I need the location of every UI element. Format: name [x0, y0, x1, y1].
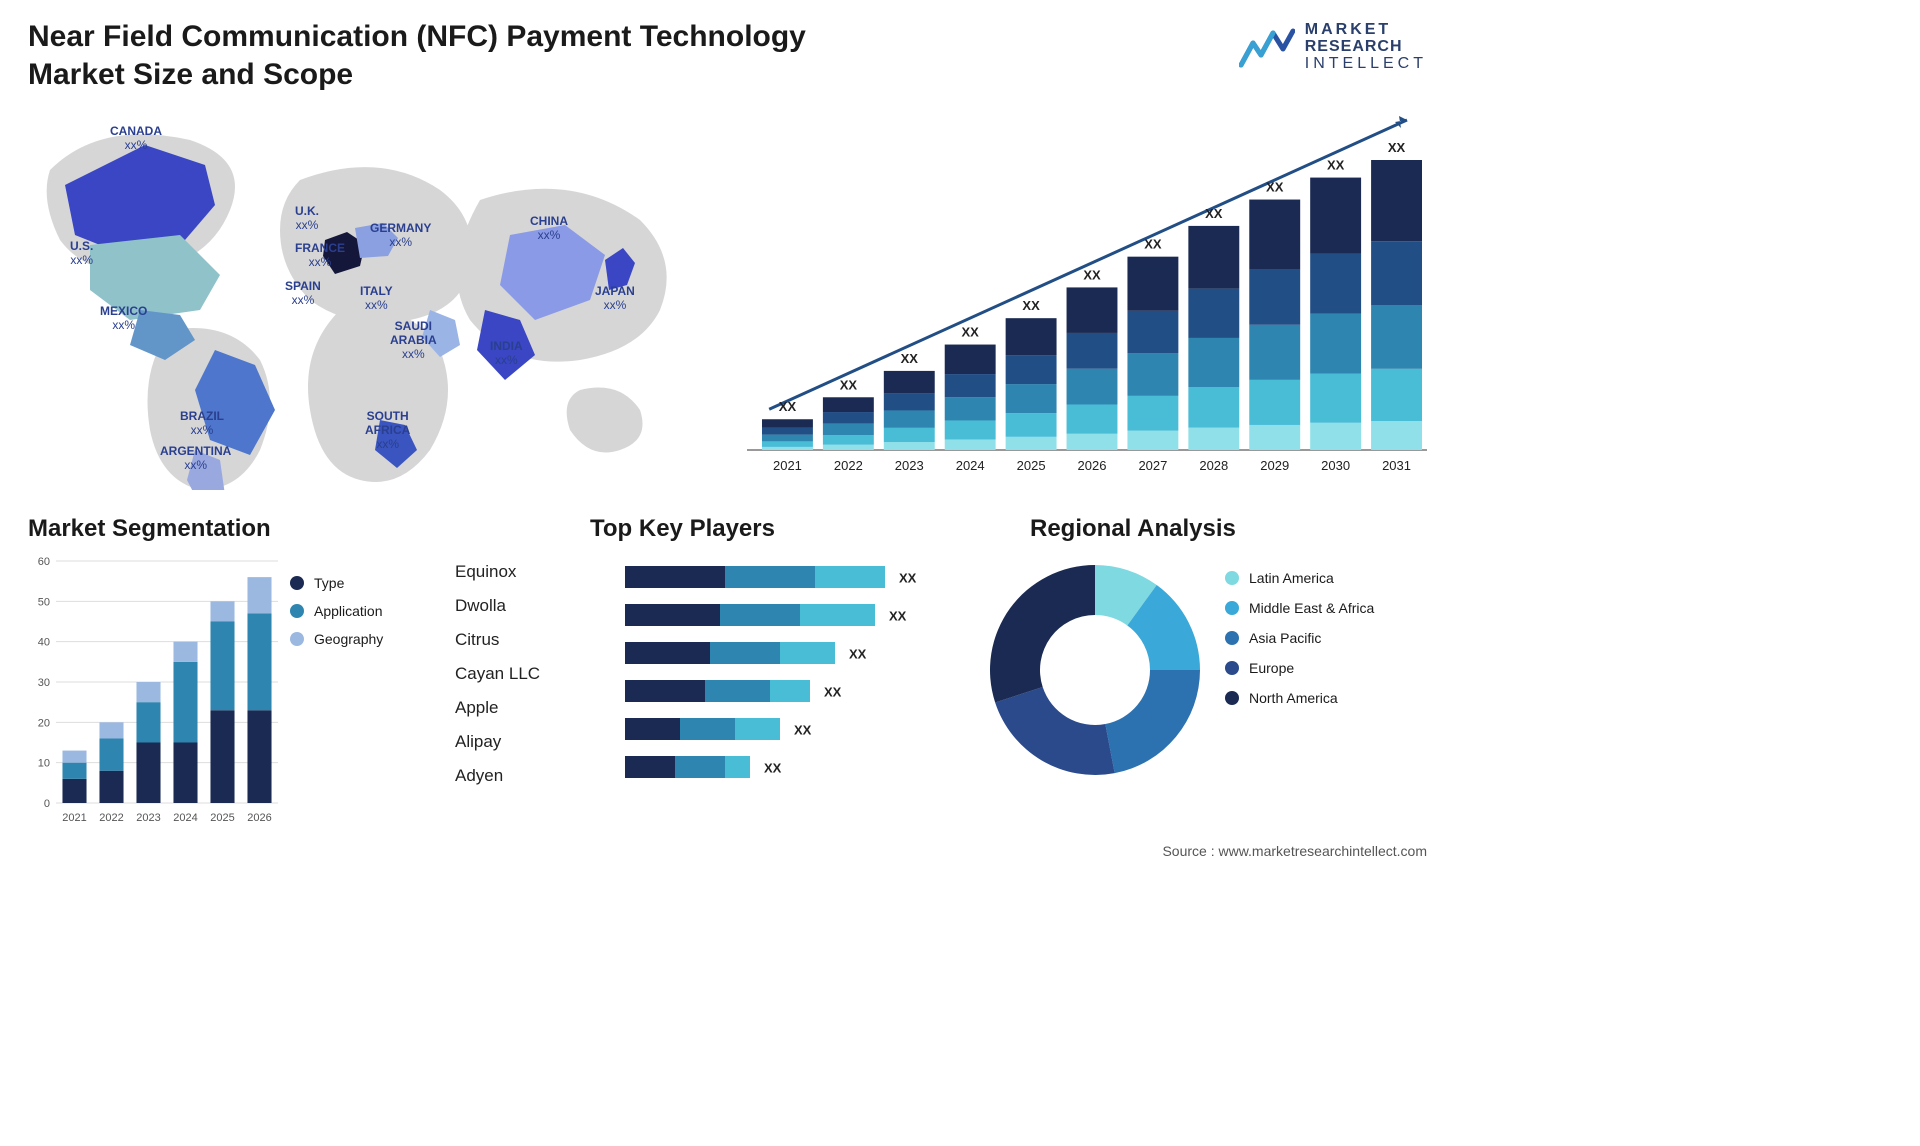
- svg-text:50: 50: [38, 596, 50, 608]
- legend-item: Latin America: [1225, 570, 1374, 586]
- svg-text:XX: XX: [901, 351, 919, 366]
- logo-line3: INTELLECT: [1305, 56, 1427, 73]
- map-country-label: SPAINxx%: [285, 280, 321, 308]
- svg-text:XX: XX: [1327, 158, 1345, 173]
- player-name: Equinox: [455, 555, 540, 589]
- svg-text:XX: XX: [899, 571, 917, 586]
- heading-players: Top Key Players: [590, 515, 775, 543]
- svg-text:20: 20: [38, 717, 50, 729]
- svg-text:2023: 2023: [136, 812, 160, 824]
- svg-text:2027: 2027: [1138, 458, 1167, 473]
- svg-text:XX: XX: [962, 325, 980, 340]
- svg-text:XX: XX: [1083, 267, 1101, 282]
- player-name: Alipay: [455, 725, 540, 759]
- svg-text:2024: 2024: [956, 458, 985, 473]
- svg-text:2022: 2022: [99, 812, 123, 824]
- svg-text:2021: 2021: [773, 458, 802, 473]
- svg-text:2026: 2026: [247, 812, 271, 824]
- svg-text:2022: 2022: [834, 458, 863, 473]
- segmentation-chart: 0 10 20 30 40 50 60 2021 2022 2023 2024 2025 2026: [28, 555, 278, 825]
- map-country-label: MEXICOxx%: [100, 305, 147, 333]
- map-country-label: U.S.xx%: [70, 240, 93, 268]
- map-country-label: ITALYxx%: [360, 285, 393, 313]
- map-country-label: INDIAxx%: [490, 340, 523, 368]
- map-country-label: GERMANYxx%: [370, 222, 431, 250]
- svg-text:10: 10: [38, 758, 50, 770]
- svg-text:XX: XX: [764, 761, 782, 776]
- regional-legend: Latin America Middle East & Africa Asia Pa…: [1225, 570, 1374, 720]
- growth-bar-chart: XX 2021 XX 2022 XX 2023 XX 2024 XX 2025 XX 2026 XX 20…: [747, 110, 1427, 480]
- player-name: Dwolla: [455, 589, 540, 623]
- map-country-label: CHINAxx%: [530, 215, 568, 243]
- logo-line2: RESEARCH: [1305, 39, 1427, 56]
- svg-text:2024: 2024: [173, 812, 197, 824]
- svg-text:2031: 2031: [1382, 458, 1411, 473]
- svg-text:XX: XX: [1388, 140, 1406, 155]
- svg-text:40: 40: [38, 637, 50, 649]
- map-country-label: FRANCExx%: [295, 242, 345, 270]
- svg-text:XX: XX: [840, 377, 858, 392]
- svg-text:2025: 2025: [1017, 458, 1046, 473]
- source-attribution: Source : www.marketresearchintellect.com: [1162, 843, 1427, 859]
- player-name: Cayan LLC: [455, 657, 540, 691]
- legend-item: Geography: [290, 631, 383, 647]
- svg-text:2021: 2021: [62, 812, 86, 824]
- legend-item: Europe: [1225, 660, 1374, 676]
- map-country-label: U.K.xx%: [295, 205, 319, 233]
- map-country-label: BRAZILxx%: [180, 410, 224, 438]
- svg-text:XX: XX: [1205, 206, 1223, 221]
- regional-donut: [980, 555, 1210, 785]
- heading-segmentation: Market Segmentation: [28, 515, 271, 543]
- svg-text:XX: XX: [849, 647, 867, 662]
- map-country-label: SOUTHAFRICAxx%: [365, 410, 410, 451]
- legend-item: Asia Pacific: [1225, 630, 1374, 646]
- map-country-label: CANADAxx%: [110, 125, 162, 153]
- world-map: CANADAxx% U.S.xx% MEXICOxx% BRAZILxx% ARGENT…: [20, 110, 720, 490]
- legend-item: North America: [1225, 690, 1374, 706]
- legend-item: Middle East & Africa: [1225, 600, 1374, 616]
- svg-text:XX: XX: [779, 399, 797, 414]
- page-title: Near Field Communication (NFC) Payment T…: [28, 18, 828, 93]
- player-name: Citrus: [455, 623, 540, 657]
- players-list: EquinoxDwollaCitrusCayan LLCAppleAlipayA…: [455, 555, 540, 793]
- svg-text:XX: XX: [889, 609, 907, 624]
- svg-text:2030: 2030: [1321, 458, 1350, 473]
- svg-text:2025: 2025: [210, 812, 234, 824]
- svg-text:XX: XX: [1144, 237, 1162, 252]
- svg-text:2029: 2029: [1260, 458, 1289, 473]
- svg-text:2028: 2028: [1199, 458, 1228, 473]
- svg-text:XX: XX: [824, 685, 842, 700]
- brand-logo: MARKET RESEARCH INTELLECT: [1239, 22, 1427, 72]
- map-country-label: ARGENTINAxx%: [160, 445, 231, 473]
- svg-text:2026: 2026: [1078, 458, 1107, 473]
- heading-regional: Regional Analysis: [1030, 515, 1236, 543]
- map-country-label: SAUDIARABIAxx%: [390, 320, 437, 361]
- player-name: Adyen: [455, 759, 540, 793]
- svg-text:2023: 2023: [895, 458, 924, 473]
- svg-text:30: 30: [38, 677, 50, 689]
- svg-text:XX: XX: [1022, 298, 1040, 313]
- svg-text:XX: XX: [794, 723, 812, 738]
- logo-line1: MARKET: [1305, 22, 1427, 39]
- players-bar-chart: XX XX XX XX XX XX: [625, 560, 955, 830]
- player-name: Apple: [455, 691, 540, 725]
- logo-mark-icon: [1239, 25, 1295, 69]
- svg-text:0: 0: [44, 798, 50, 810]
- legend-item: Application: [290, 603, 383, 619]
- map-country-label: JAPANxx%: [595, 285, 635, 313]
- svg-text:XX: XX: [1266, 180, 1284, 195]
- segmentation-legend: Type Application Geography: [290, 575, 383, 659]
- svg-text:60: 60: [38, 556, 50, 568]
- legend-item: Type: [290, 575, 383, 591]
